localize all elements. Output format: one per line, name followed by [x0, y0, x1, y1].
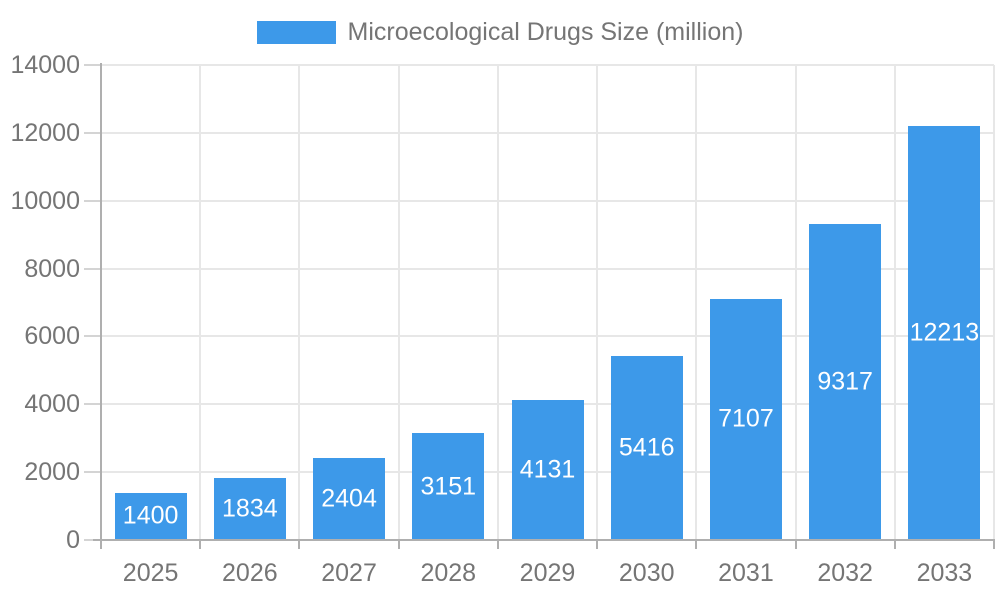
legend: Microecological Drugs Size (million)	[0, 16, 1000, 48]
y-gridline	[101, 131, 994, 134]
y-axis-label: 6000	[24, 322, 80, 351]
y-axis-label: 14000	[10, 51, 80, 79]
y-tick	[84, 335, 101, 338]
x-gridline	[893, 65, 896, 540]
x-axis-label: 2031	[718, 559, 774, 587]
y-axis-label: 12000	[10, 118, 80, 147]
y-axis-label: 2000	[24, 458, 80, 487]
y-tick	[84, 267, 101, 270]
x-axis-label: 2025	[122, 559, 179, 587]
y-gridline	[101, 199, 994, 202]
x-tick	[397, 540, 400, 549]
bar-value-label: 3151	[420, 472, 477, 501]
legend-swatch	[256, 20, 336, 44]
y-axis-label: 4000	[24, 390, 80, 419]
x-tick	[993, 540, 995, 549]
x-axis-label: 2029	[519, 559, 576, 587]
x-gridline	[993, 65, 995, 540]
x-axis-label: 2030	[618, 559, 675, 587]
bar-value-label: 2404	[321, 484, 377, 513]
y-tick	[84, 471, 101, 474]
x-gridline	[496, 65, 499, 540]
legend-label: Microecological Drugs Size (million)	[347, 17, 744, 46]
x-tick	[199, 540, 202, 549]
bar[interactable]	[809, 223, 882, 540]
x-tick	[695, 540, 698, 549]
x-gridline	[695, 65, 698, 540]
x-axis-line	[93, 539, 995, 541]
bar[interactable]	[709, 298, 782, 540]
bar[interactable]	[610, 356, 683, 540]
y-gridline	[101, 335, 994, 338]
bar[interactable]	[313, 458, 386, 540]
x-axis-label: 2033	[916, 559, 973, 587]
y-tick	[84, 131, 101, 134]
legend-item[interactable]: Microecological Drugs Size (million)	[256, 17, 744, 46]
y-gridline	[101, 64, 994, 66]
bar-value-label: 9317	[817, 367, 873, 396]
y-axis-label: 10000	[10, 186, 80, 215]
x-tick	[794, 540, 797, 549]
bar[interactable]	[213, 477, 286, 540]
y-axis-label: 0	[66, 526, 80, 554]
x-axis-label: 2032	[817, 559, 873, 587]
x-gridline	[199, 65, 202, 540]
bar-value-label: 12213	[909, 318, 980, 347]
y-axis-label: 8000	[24, 254, 80, 283]
bar[interactable]	[114, 492, 187, 540]
x-axis-label: 2026	[222, 559, 278, 587]
bar-value-label: 4131	[519, 455, 576, 484]
bar-value-label: 1834	[222, 494, 278, 523]
x-gridline	[298, 65, 301, 540]
bar[interactable]	[511, 399, 584, 540]
y-tick	[84, 199, 101, 202]
bar-value-label: 5416	[618, 433, 675, 462]
x-gridline	[794, 65, 797, 540]
x-tick	[596, 540, 599, 549]
y-tick	[84, 403, 101, 406]
x-gridline	[397, 65, 400, 540]
bar[interactable]	[412, 433, 485, 540]
y-tick	[84, 539, 101, 541]
x-tick	[893, 540, 896, 549]
y-axis-line	[100, 63, 102, 549]
x-tick	[298, 540, 301, 549]
bar-value-label: 7107	[718, 404, 774, 433]
bar-value-label: 1400	[122, 501, 179, 530]
x-tick	[496, 540, 499, 549]
y-tick	[84, 64, 101, 66]
x-axis-label: 2028	[420, 559, 477, 587]
bar[interactable]	[908, 125, 981, 540]
x-axis-label: 2027	[321, 559, 377, 587]
y-gridline	[101, 267, 994, 270]
x-gridline	[596, 65, 599, 540]
